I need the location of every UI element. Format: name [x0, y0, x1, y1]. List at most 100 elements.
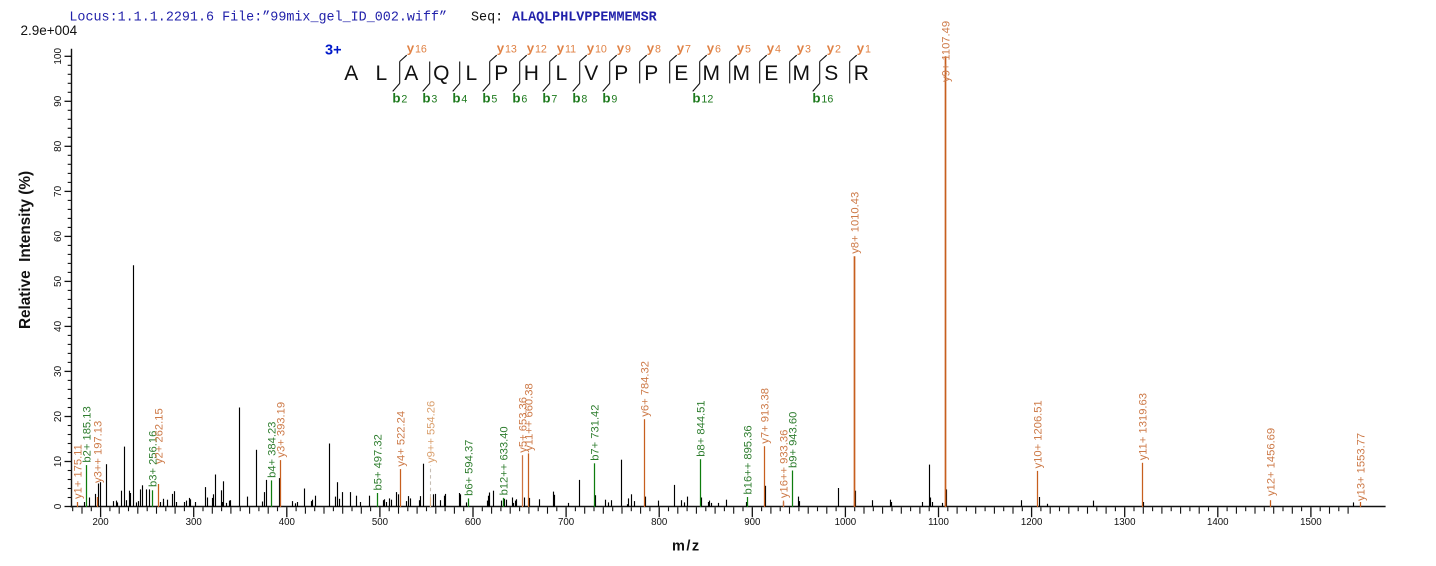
svg-text:b9+ 943.60: b9+ 943.60	[787, 412, 799, 468]
svg-text:Seq:: Seq:	[471, 11, 503, 26]
svg-text:1400: 1400	[1207, 517, 1229, 528]
svg-text:A: A	[344, 62, 358, 85]
svg-text:m/z: m/z	[672, 539, 701, 555]
svg-text:y1+ 175.11: y1+ 175.11	[72, 444, 84, 499]
svg-text:y9++ 554.26: y9++ 554.26	[425, 401, 437, 463]
svg-text:b12++ 633.40: b12++ 633.40	[498, 426, 510, 495]
svg-text:y13+ 1553.77: y13+ 1553.77	[1355, 433, 1367, 501]
svg-text:70: 70	[53, 185, 64, 197]
svg-text:10: 10	[53, 456, 64, 468]
svg-text:b6+ 594.37: b6+ 594.37	[463, 440, 475, 496]
svg-text:y11++ 660.38: y11++ 660.38	[523, 383, 535, 451]
svg-text:L: L	[375, 62, 387, 85]
svg-text:ALAQLPHLVPPEMMEMSR: ALAQLPHLVPPEMMEMSR	[512, 11, 658, 26]
svg-text:500: 500	[372, 517, 389, 528]
svg-text:Locus:1.1.1.2291.6 File:”99mix: Locus:1.1.1.2291.6 File:”99mix_gel_ID_00…	[69, 11, 447, 26]
svg-text:b5+ 497.32: b5+ 497.32	[372, 434, 384, 490]
svg-text:M: M	[793, 62, 811, 85]
svg-text:y2+ 262.15: y2+ 262.15	[153, 408, 165, 464]
svg-text:y 12: y 12	[527, 41, 547, 56]
svg-text:80: 80	[53, 140, 64, 152]
svg-text:50: 50	[53, 275, 64, 287]
svg-text:30: 30	[53, 365, 64, 377]
svg-text:y7+ 913.38: y7+ 913.38	[759, 388, 771, 444]
svg-text:P: P	[494, 62, 508, 85]
svg-text:b 9: b 9	[602, 90, 617, 105]
svg-text:R: R	[854, 62, 869, 85]
svg-text:y 2: y 2	[827, 41, 841, 56]
svg-text:b 6: b 6	[512, 90, 527, 105]
svg-text:y3++ 197.13: y3++ 197.13	[92, 421, 104, 483]
svg-text:y 13: y 13	[497, 41, 517, 56]
svg-text:S: S	[824, 62, 838, 85]
svg-text:Q: Q	[433, 62, 449, 85]
svg-text:2.9e+004: 2.9e+004	[21, 23, 78, 38]
svg-text:b8+ 844.51: b8+ 844.51	[695, 400, 707, 456]
svg-text:y 11: y 11	[557, 41, 576, 56]
svg-text:y 10: y 10	[587, 41, 607, 56]
svg-text:E: E	[764, 62, 778, 85]
svg-text:y 3: y 3	[797, 41, 811, 56]
svg-text:y16++ 933.36: y16++ 933.36	[778, 430, 790, 498]
svg-text:y 6: y 6	[707, 41, 721, 56]
svg-text:20: 20	[53, 411, 64, 423]
svg-text:1200: 1200	[1021, 517, 1043, 528]
svg-text:y 7: y 7	[677, 41, 691, 56]
svg-text:Relative Intensity (%): Relative Intensity (%)	[17, 171, 34, 329]
svg-text:200: 200	[93, 517, 110, 528]
svg-text:y 16: y 16	[407, 41, 427, 56]
svg-text:L: L	[555, 62, 567, 85]
svg-text:400: 400	[279, 517, 296, 528]
svg-text:1100: 1100	[928, 517, 949, 528]
svg-text:40: 40	[53, 320, 64, 332]
svg-text:800: 800	[651, 517, 668, 528]
svg-text:M: M	[733, 62, 751, 85]
svg-text:V: V	[584, 62, 598, 85]
svg-text:y 8: y 8	[647, 41, 661, 56]
svg-text:b 12: b 12	[692, 90, 713, 105]
svg-text:700: 700	[558, 517, 575, 528]
svg-text:y9+ 1107.49: y9+ 1107.49	[940, 21, 952, 82]
svg-text:b 3: b 3	[422, 90, 437, 105]
svg-text:y11+ 1319.63: y11+ 1319.63	[1137, 393, 1149, 460]
svg-text:b 2: b 2	[392, 90, 407, 105]
svg-text:A: A	[404, 62, 418, 85]
svg-text:100: 100	[53, 48, 64, 65]
svg-text:0: 0	[53, 503, 64, 509]
svg-text:b2+ 185.13: b2+ 185.13	[81, 406, 93, 462]
svg-text:1500: 1500	[1300, 517, 1322, 528]
svg-text:60: 60	[53, 230, 64, 242]
svg-text:b 5: b 5	[482, 90, 497, 105]
svg-text:L: L	[465, 62, 477, 85]
svg-text:y8+ 1010.43: y8+ 1010.43	[849, 192, 861, 254]
svg-text:M: M	[703, 62, 721, 85]
svg-text:y 4: y 4	[767, 41, 781, 56]
svg-text:E: E	[674, 62, 688, 85]
svg-text:y4+ 522.24: y4+ 522.24	[395, 411, 407, 467]
svg-text:y10+ 1206.51: y10+ 1206.51	[1032, 400, 1044, 468]
svg-text:b 4: b 4	[452, 90, 467, 105]
svg-text:1300: 1300	[1114, 517, 1136, 528]
svg-text:y 9: y 9	[617, 41, 631, 56]
svg-text:H: H	[524, 62, 539, 85]
svg-text:y5+ 653.36: y5+ 653.36	[517, 397, 529, 453]
svg-text:P: P	[644, 62, 658, 85]
svg-text:b3+ 256.16: b3+ 256.16	[147, 431, 159, 487]
svg-text:3+: 3+	[325, 43, 342, 59]
svg-text:b16++ 895.36: b16++ 895.36	[742, 425, 754, 494]
svg-text:y6+ 784.32: y6+ 784.32	[639, 361, 651, 417]
svg-text:900: 900	[744, 517, 761, 528]
svg-text:300: 300	[186, 517, 203, 528]
svg-text:600: 600	[465, 517, 482, 528]
svg-text:y 1: y 1	[857, 41, 871, 56]
svg-text:y 5: y 5	[737, 41, 751, 56]
svg-text:P: P	[614, 62, 628, 85]
svg-text:y3+ 393.19: y3+ 393.19	[275, 402, 287, 458]
svg-text:b4+ 384.23: b4+ 384.23	[266, 422, 278, 478]
svg-text:b 16: b 16	[812, 90, 833, 105]
svg-text:b7+ 731.42: b7+ 731.42	[589, 404, 601, 460]
svg-text:b 8: b 8	[572, 90, 587, 105]
svg-text:y12+ 1456.69: y12+ 1456.69	[1265, 428, 1277, 496]
svg-text:b 7: b 7	[542, 90, 557, 105]
svg-text:90: 90	[53, 95, 64, 107]
